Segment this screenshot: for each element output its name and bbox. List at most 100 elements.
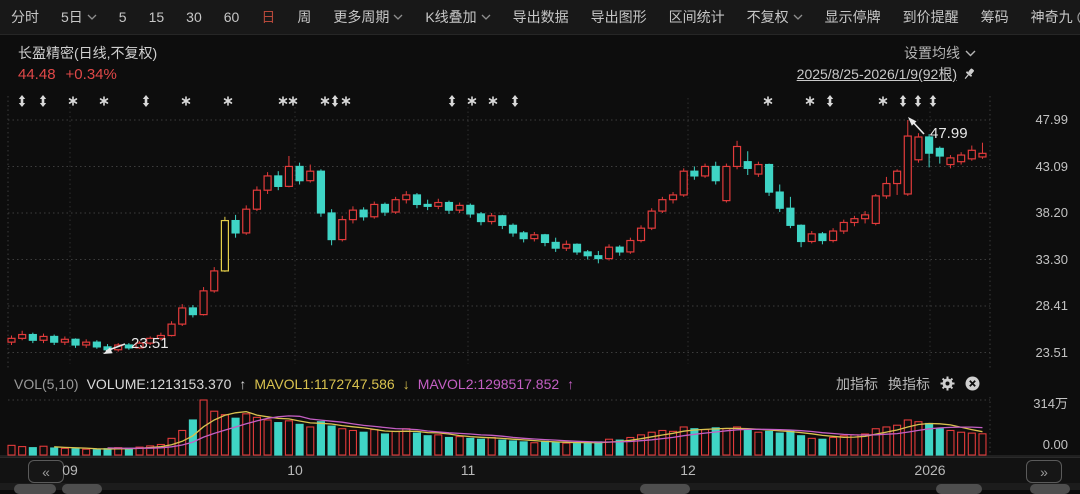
volume-bar[interactable]: [402, 428, 411, 456]
volume-bar[interactable]: [423, 435, 432, 456]
candle-up[interactable]: [338, 215, 347, 242]
volume-bar[interactable]: [562, 442, 571, 456]
volume-bar[interactable]: [914, 421, 923, 456]
volume-bar[interactable]: [871, 428, 880, 456]
date-range-link[interactable]: 2025/8/25-2026/1/9(92根): [797, 64, 976, 84]
toolbar-item-tf-30min[interactable]: 30: [175, 9, 213, 25]
candle-up[interactable]: [700, 163, 710, 178]
toolbar-item-range-stats[interactable]: 区间统计: [658, 7, 736, 27]
volume-bar[interactable]: [50, 447, 59, 456]
volume-bar[interactable]: [797, 435, 806, 456]
candle-down[interactable]: [466, 203, 475, 218]
volume-bar[interactable]: [455, 436, 464, 456]
candle-down[interactable]: [796, 224, 806, 248]
candle-down[interactable]: [711, 161, 720, 185]
close-panel-icon[interactable]: [965, 376, 980, 391]
volume-bar[interactable]: [380, 433, 390, 456]
candle-up[interactable]: [455, 202, 464, 213]
candle-up[interactable]: [850, 215, 859, 227]
volume-bar[interactable]: [476, 438, 486, 456]
candle-up[interactable]: [7, 335, 16, 345]
candle-down[interactable]: [775, 184, 784, 213]
volume-bar[interactable]: [391, 430, 400, 456]
candle-up[interactable]: [658, 196, 667, 213]
volume-chart[interactable]: [0, 395, 1080, 457]
volume-bar[interactable]: [444, 436, 454, 456]
candle-down[interactable]: [476, 212, 486, 226]
volume-bar[interactable]: [263, 419, 272, 456]
volume-bar[interactable]: [636, 434, 646, 456]
candle-up[interactable]: [807, 231, 816, 244]
candle-down[interactable]: [28, 332, 37, 344]
candle-up[interactable]: [402, 191, 411, 204]
candle-up[interactable]: [562, 240, 571, 251]
candle-down[interactable]: [71, 338, 80, 348]
volume-bar[interactable]: [882, 426, 891, 456]
candle-up[interactable]: [82, 339, 91, 348]
volume-bar[interactable]: [18, 446, 27, 456]
candle-up[interactable]: [903, 120, 912, 196]
star-marker[interactable]: [68, 96, 78, 106]
toolbar-item-export-data[interactable]: 导出数据: [502, 7, 580, 27]
toolbar-item-chips[interactable]: 筹码: [970, 7, 1020, 27]
volume-bar[interactable]: [60, 447, 69, 456]
updown-arrow-marker[interactable]: [511, 95, 519, 107]
volume-bar[interactable]: [92, 449, 101, 456]
toolbar-item-tf-5min[interactable]: 5: [108, 9, 138, 25]
candle-up[interactable]: [391, 196, 400, 214]
candle-down[interactable]: [615, 245, 624, 256]
volume-bar[interactable]: [466, 437, 475, 456]
candle-up[interactable]: [370, 201, 379, 219]
toolbar-item-magic-nine[interactable]: 神奇九: [1020, 7, 1080, 27]
candle-down[interactable]: [412, 193, 422, 209]
candle-down[interactable]: [50, 334, 59, 345]
scroll-left-button[interactable]: «: [28, 460, 64, 483]
add-indicator-button[interactable]: 加指标: [836, 375, 878, 392]
candle-down[interactable]: [764, 163, 774, 196]
toolbar-item-tf-daily[interactable]: 日: [250, 7, 286, 27]
star-marker[interactable]: [805, 96, 815, 106]
candle-down[interactable]: [444, 200, 454, 214]
volume-bar[interactable]: [967, 432, 976, 456]
toolbar-item-export-image[interactable]: 导出图形: [580, 7, 658, 27]
candle-down[interactable]: [380, 202, 390, 216]
toolbar-item-tf-60min[interactable]: 60: [213, 9, 251, 25]
volume-bar[interactable]: [306, 426, 315, 456]
candle-up[interactable]: [167, 321, 176, 337]
star-marker[interactable]: [99, 96, 109, 106]
candle-up[interactable]: [263, 172, 272, 194]
candle-up[interactable]: [978, 142, 987, 159]
updown-arrow-marker[interactable]: [929, 95, 937, 107]
volume-bar[interactable]: [242, 413, 251, 456]
updown-arrow-marker[interactable]: [142, 95, 150, 107]
volume-bar[interactable]: [338, 428, 347, 456]
candle-up[interactable]: [39, 333, 48, 344]
volume-bar[interactable]: [679, 426, 688, 456]
candle-up[interactable]: [893, 169, 902, 195]
candle-up[interactable]: [306, 164, 315, 183]
volume-bar[interactable]: [786, 429, 795, 456]
vol-indicator-label[interactable]: VOL(5,10): [14, 375, 79, 392]
candle-up[interactable]: [839, 219, 848, 234]
volume-bar[interactable]: [807, 437, 816, 456]
volume-bar[interactable]: [711, 427, 720, 456]
volume-bar[interactable]: [498, 439, 507, 456]
candle-down[interactable]: [423, 199, 432, 211]
candle-up[interactable]: [156, 332, 165, 341]
star-marker[interactable]: [341, 96, 351, 106]
toolbar-item-show-suspended[interactable]: 显示停牌: [814, 7, 892, 27]
updown-arrow-marker[interactable]: [331, 95, 339, 107]
candle-down[interactable]: [583, 250, 592, 260]
candle-down[interactable]: [327, 209, 336, 246]
candle-up[interactable]: [668, 192, 678, 204]
candle-down[interactable]: [786, 196, 795, 229]
scrollbar-segment[interactable]: [1030, 484, 1070, 494]
ma-settings-button[interactable]: 设置均线: [904, 43, 976, 63]
candle-up[interactable]: [530, 231, 539, 242]
volume-bar[interactable]: [519, 441, 528, 456]
candle-down[interactable]: [690, 166, 699, 180]
star-marker[interactable]: [223, 96, 233, 106]
volume-bar[interactable]: [327, 425, 336, 456]
volume-bar[interactable]: [861, 433, 870, 456]
candle-up[interactable]: [284, 155, 294, 188]
